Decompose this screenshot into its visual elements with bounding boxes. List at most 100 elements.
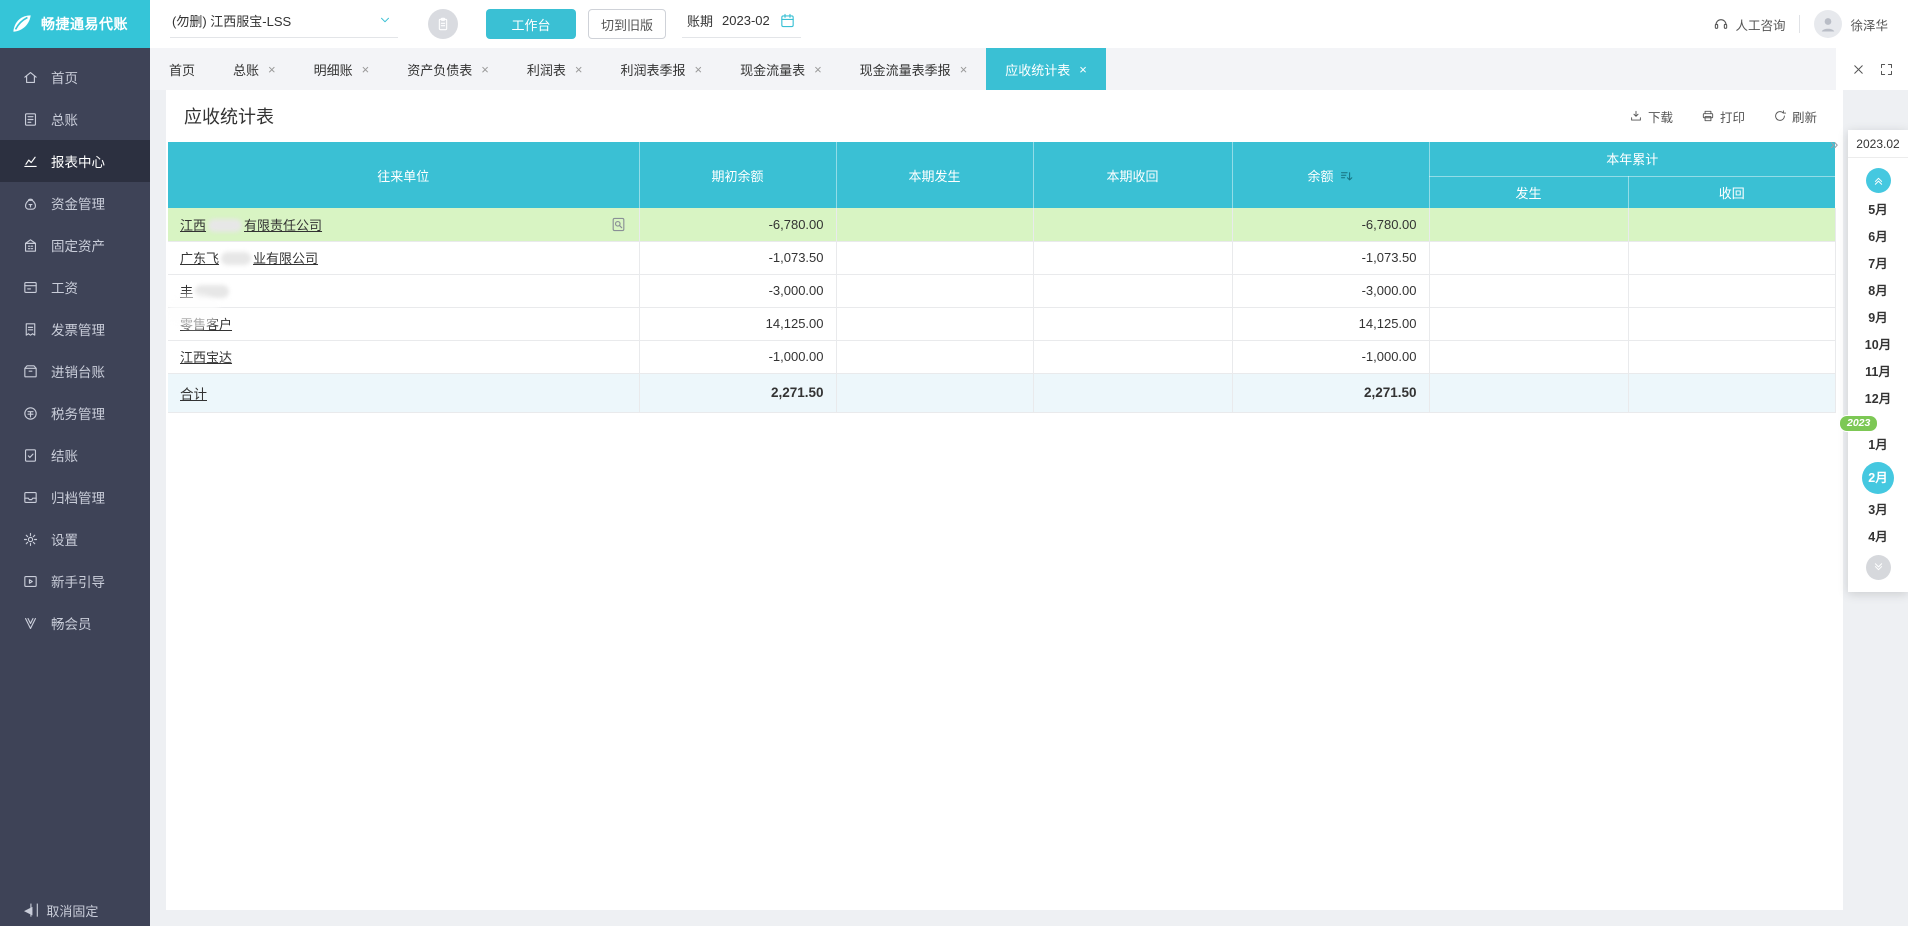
month-item[interactable]: 10月 xyxy=(1864,338,1892,352)
col-header-partner[interactable]: 往来单位 xyxy=(168,142,640,208)
col-header-year-received[interactable]: 收回 xyxy=(1628,176,1836,208)
balance-cell: -1,073.50 xyxy=(1232,241,1430,275)
tax-icon xyxy=(22,405,39,422)
tab-close-icon[interactable]: × xyxy=(481,61,489,77)
tab-close-icon[interactable]: × xyxy=(361,61,370,77)
sidebar-item-member[interactable]: 畅会员 xyxy=(0,602,150,644)
tab-6[interactable]: 现金流量表 × xyxy=(721,48,841,90)
company-selector[interactable]: (勿删) 江西服宝-LSS xyxy=(170,11,398,38)
sidebar-item-home[interactable]: 首页 xyxy=(0,56,150,98)
sidebar-item-invoice[interactable]: 发票管理 xyxy=(0,308,150,350)
table-footer: 合计 2,271.50 2,271.50 xyxy=(168,373,1836,413)
clipboard-icon[interactable] xyxy=(428,9,458,39)
app-logo[interactable]: 畅捷通易代账 xyxy=(0,0,150,48)
partner-link[interactable]: 零售客户 xyxy=(180,317,232,332)
opening-balance-cell: 14,125.00 xyxy=(639,307,837,341)
tab-close-icon[interactable]: × xyxy=(694,61,703,77)
month-item[interactable]: 1月 xyxy=(1868,438,1888,452)
headset-icon xyxy=(1713,16,1729,32)
col-header-year-incurred[interactable]: 发生 xyxy=(1429,176,1629,208)
tab-2[interactable]: 明细账 × xyxy=(295,48,389,90)
partner-link[interactable]: 江西宝达 xyxy=(180,350,232,365)
action-label: 打印 xyxy=(1719,110,1745,125)
tab-0[interactable]: 首页 xyxy=(150,48,214,90)
tab-close-icon[interactable]: × xyxy=(814,61,822,77)
month-item[interactable]: 5月 xyxy=(1868,203,1888,217)
month-item[interactable]: 3月 xyxy=(1868,503,1888,517)
download-button[interactable]: 下载 xyxy=(1629,107,1673,126)
sort-icon[interactable] xyxy=(1339,169,1354,184)
logo-leaf-icon xyxy=(9,11,35,37)
total-year-incurred-cell xyxy=(1429,373,1629,413)
period-value[interactable]: 2023-02 xyxy=(722,12,770,28)
year-badge: 2023 xyxy=(1839,415,1879,432)
unpin-sidebar-button[interactable]: ◀▏▏ 取消固定 xyxy=(24,901,98,920)
col-header-opening-balance[interactable]: 期初余额 xyxy=(639,142,837,208)
sidebar-item-salary[interactable]: 工资 xyxy=(0,266,150,308)
month-item[interactable]: 12月 xyxy=(1864,392,1892,406)
current-incurred-cell xyxy=(836,307,1034,341)
refresh-button[interactable]: 刷新 xyxy=(1773,107,1817,126)
partner-link[interactable]: 江西 有限责任公司 xyxy=(180,218,322,233)
col-header-current-incurred[interactable]: 本期发生 xyxy=(836,142,1034,208)
sidebar-item-fixed-assets[interactable]: 固定资产 xyxy=(0,224,150,266)
year-received-cell xyxy=(1628,241,1836,275)
opening-balance-cell: -1,073.50 xyxy=(639,241,837,275)
partner-cell: 广东飞 业有限公司 xyxy=(168,241,640,275)
sidebar-item-funds[interactable]: 资金管理 xyxy=(0,182,150,224)
tab-4[interactable]: 利润表 × xyxy=(508,48,602,90)
current-received-cell xyxy=(1033,274,1233,308)
support-link[interactable]: 人工咨询 xyxy=(1713,15,1785,34)
tab-7[interactable]: 现金流量表季报 × xyxy=(841,48,987,90)
fullscreen-icon[interactable] xyxy=(1872,62,1900,77)
action-label: 下载 xyxy=(1647,110,1673,125)
month-item[interactable]: 9月 xyxy=(1868,311,1888,325)
sidebar-item-label: 资金管理 xyxy=(51,197,105,212)
collapse-panel-icon[interactable]: » xyxy=(1830,136,1839,153)
partner-link[interactable]: 广东飞 业有限公司 xyxy=(180,251,318,266)
calendar-icon[interactable] xyxy=(779,12,796,29)
sidebar-item-purchase-sales[interactable]: 进销台账 xyxy=(0,350,150,392)
tab-close-icon[interactable]: × xyxy=(959,61,968,77)
report-header: 应收统计表 下载 打印 刷新 xyxy=(166,90,1843,142)
scroll-down-button[interactable] xyxy=(1865,555,1891,580)
tab-close-icon[interactable]: × xyxy=(574,61,583,77)
user-menu[interactable]: 徐泽华 xyxy=(1814,10,1888,38)
month-item[interactable]: 7月 xyxy=(1868,257,1888,271)
month-item[interactable]: 4月 xyxy=(1868,530,1888,544)
period-display[interactable]: 2023.02 xyxy=(1848,130,1908,158)
col-header-balance[interactable]: 余额 xyxy=(1232,142,1430,208)
total-label-link[interactable]: 合计 xyxy=(180,386,207,402)
print-button[interactable]: 打印 xyxy=(1701,107,1745,126)
sidebar-item-archive[interactable]: 归档管理 xyxy=(0,476,150,518)
sidebar-item-tax[interactable]: 税务管理 xyxy=(0,392,150,434)
tab-close-icon[interactable]: × xyxy=(268,61,276,77)
close-icon[interactable] xyxy=(1844,62,1872,77)
tab-3[interactable]: 资产负债表 × xyxy=(388,48,508,90)
total-balance-cell: 2,271.50 xyxy=(1232,373,1430,413)
sidebar-item-ledger[interactable]: 总账 xyxy=(0,98,150,140)
doc-search-icon[interactable] xyxy=(610,216,627,233)
workbench-button[interactable]: 工作台 xyxy=(486,9,576,39)
tab-8[interactable]: 应收统计表 × xyxy=(986,48,1106,90)
tab-close-icon[interactable]: × xyxy=(1079,61,1087,77)
sidebar-item-closing[interactable]: 结账 xyxy=(0,434,150,476)
sidebar-item-guide[interactable]: 新手引导 xyxy=(0,560,150,602)
scroll-up-button[interactable] xyxy=(1865,168,1891,193)
month-item[interactable]: 11月 xyxy=(1865,365,1891,379)
month-item[interactable]: 8月 xyxy=(1868,284,1888,298)
month-item[interactable]: 6月 xyxy=(1868,230,1888,244)
col-header-current-received[interactable]: 本期收回 xyxy=(1033,142,1233,208)
sidebar-item-report-center[interactable]: 报表中心 xyxy=(0,140,150,182)
tab-1[interactable]: 总账 × xyxy=(214,48,295,90)
partner-link[interactable]: 丰 xyxy=(180,284,231,299)
tab-5[interactable]: 利润表季报 × xyxy=(601,48,721,90)
sidebar-item-label: 畅会员 xyxy=(51,617,92,632)
tabs-container: 首页 总账 × 明细账 × 资产负债表 × 利润表 × 利润表季报 × 现金流量表 × 现金流量表季报 × 应… xyxy=(150,48,1836,90)
sidebar-item-label: 工资 xyxy=(51,281,78,296)
month-item[interactable]: 2月 xyxy=(1862,462,1894,494)
name-text: 广东飞 xyxy=(180,251,220,266)
sidebar-item-settings[interactable]: 设置 xyxy=(0,518,150,560)
switch-old-version-button[interactable]: 切到旧版 xyxy=(588,9,667,39)
